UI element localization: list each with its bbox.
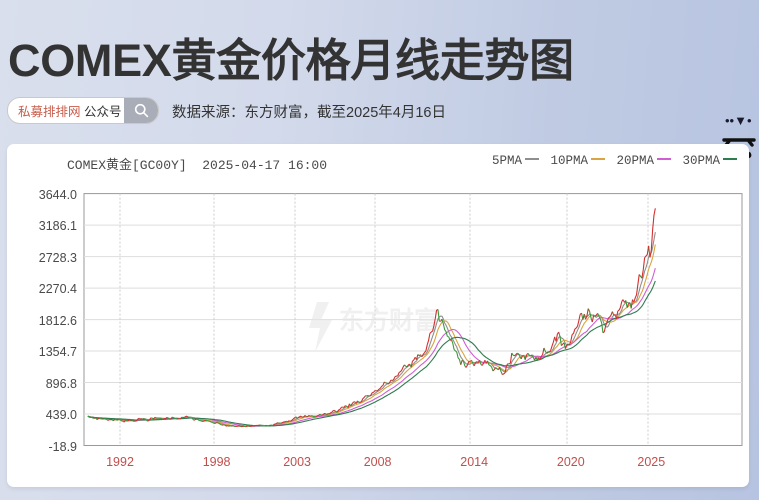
svg-text:••▼•: ••▼• [725,113,752,128]
svg-text:东方财富: 东方财富 [339,306,439,335]
